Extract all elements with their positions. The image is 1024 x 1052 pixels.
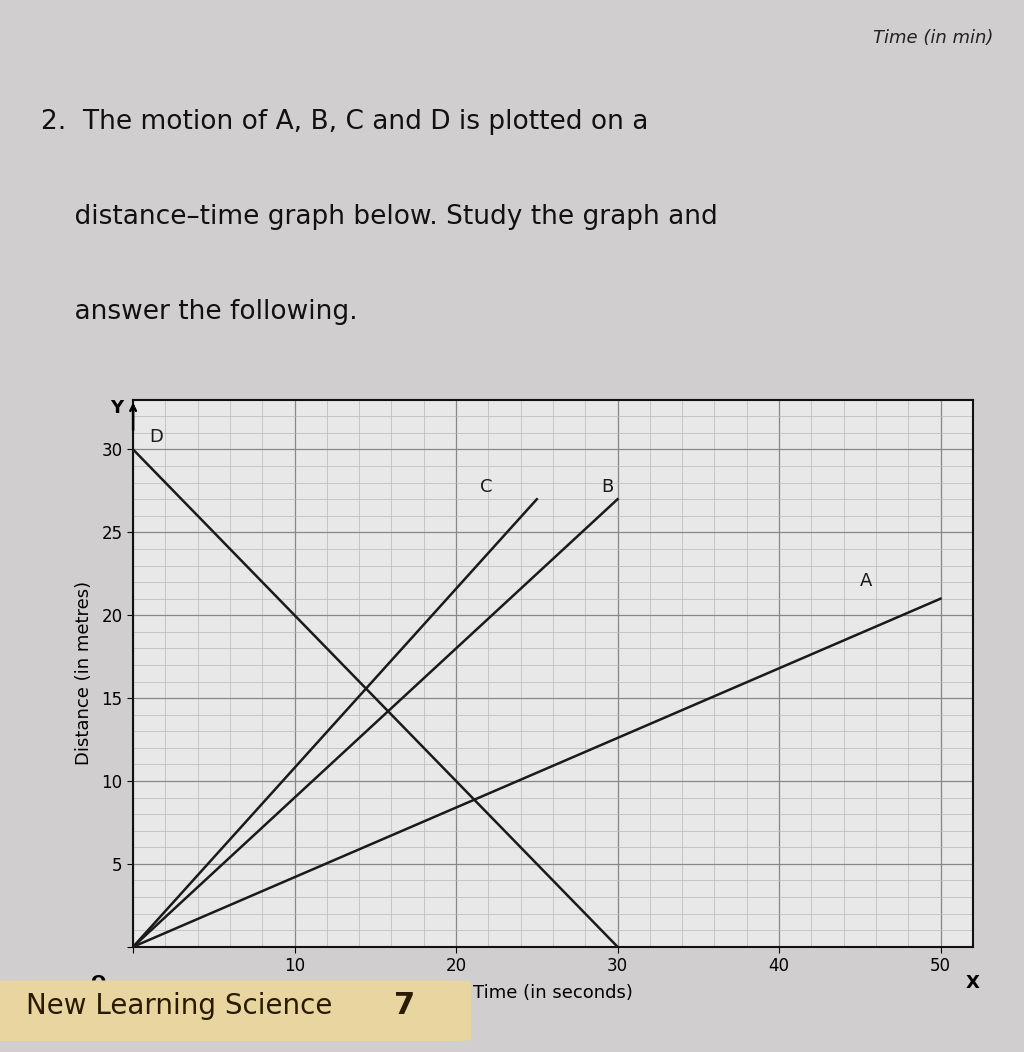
Text: B: B bbox=[601, 478, 613, 495]
Text: answer the following.: answer the following. bbox=[41, 299, 357, 325]
Text: distance–time graph below. Study the graph and: distance–time graph below. Study the gra… bbox=[41, 204, 718, 230]
Text: O: O bbox=[90, 974, 105, 992]
FancyBboxPatch shape bbox=[0, 980, 471, 1041]
Text: D: D bbox=[150, 428, 163, 446]
Text: X: X bbox=[966, 974, 980, 992]
Text: 7: 7 bbox=[394, 991, 416, 1020]
Text: A: A bbox=[860, 572, 872, 590]
X-axis label: Time (in seconds): Time (in seconds) bbox=[473, 984, 633, 1002]
Text: New Learning Science: New Learning Science bbox=[26, 992, 341, 1019]
Y-axis label: Distance (in metres): Distance (in metres) bbox=[75, 581, 93, 766]
Text: Time (in min): Time (in min) bbox=[872, 28, 993, 47]
Text: 2.  The motion of A, B, C and D is plotted on a: 2. The motion of A, B, C and D is plotte… bbox=[41, 109, 648, 136]
Text: Y: Y bbox=[111, 399, 124, 417]
Text: C: C bbox=[480, 478, 493, 495]
